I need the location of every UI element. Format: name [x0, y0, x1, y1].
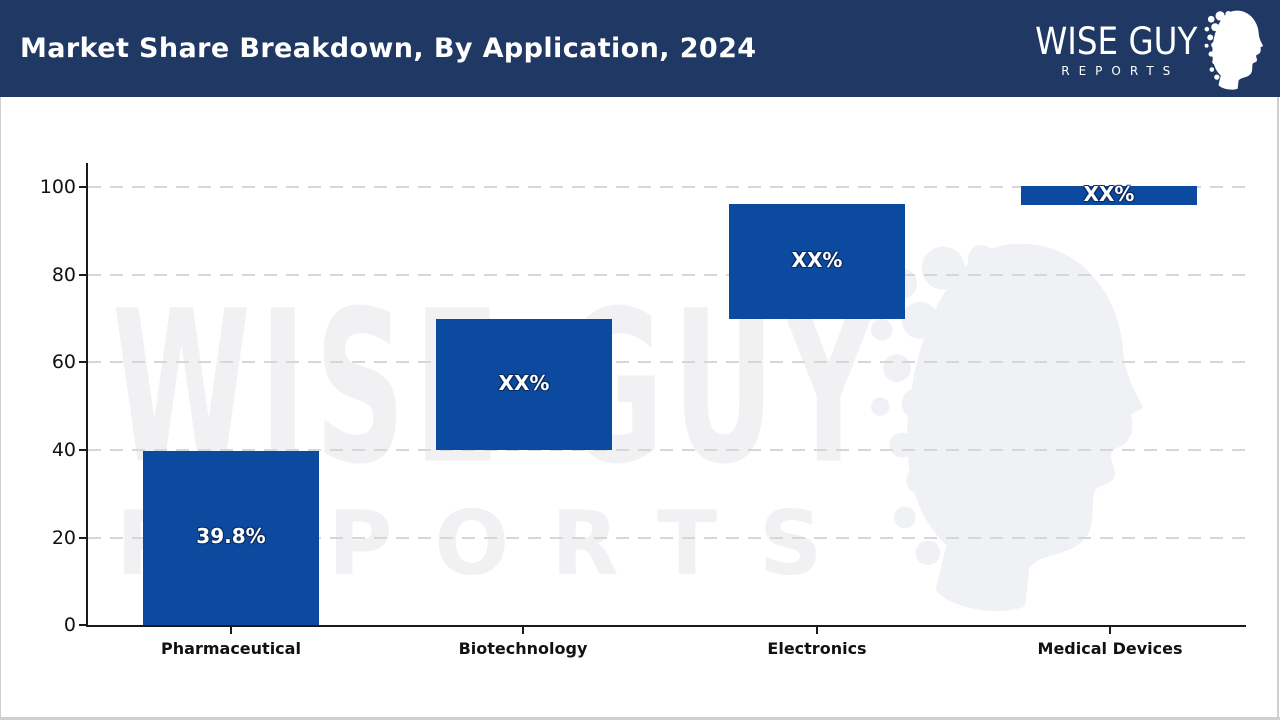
- logo-text: WISE GUY REPORTS: [1024, 20, 1208, 78]
- figure-border-right: [1277, 97, 1279, 720]
- bar-value-label: XX%: [498, 371, 550, 395]
- y-axis-line: [86, 163, 88, 627]
- y-tick-mark: [79, 624, 87, 626]
- y-tick-label: 40: [51, 439, 76, 461]
- category-label-medical-devices: Medical Devices: [1037, 639, 1183, 658]
- gridline-80: [88, 274, 1246, 276]
- logo-wordmark: WISE GUY: [1034, 20, 1197, 63]
- y-tick-label: 80: [51, 264, 76, 286]
- gridline-40: [88, 449, 1246, 451]
- bar-pharmaceutical: [143, 451, 319, 625]
- gridline-60: [88, 361, 1246, 363]
- y-tick-mark: [79, 361, 87, 363]
- category-label-biotechnology: Biotechnology: [458, 639, 588, 658]
- bar-value-label: 39.8%: [196, 524, 266, 548]
- y-tick-mark: [79, 274, 87, 276]
- y-tick-label: 100: [39, 176, 76, 198]
- bar-value-label: XX%: [791, 248, 843, 272]
- y-tick-mark: [79, 537, 87, 539]
- gridline-100: [88, 186, 1246, 188]
- y-tick-label: 60: [51, 351, 76, 373]
- x-tick-mark: [816, 627, 818, 634]
- x-tick-mark: [230, 627, 232, 634]
- y-tick-mark: [79, 449, 87, 451]
- category-label-electronics: Electronics: [767, 639, 867, 658]
- y-tick-label: 20: [51, 527, 76, 549]
- figure-border-bottom: [0, 717, 1280, 720]
- bar-biotechnology: [436, 319, 612, 450]
- bar-value-label: XX%: [1083, 182, 1135, 206]
- figure-border-left: [0, 97, 1, 720]
- y-tick-mark: [79, 186, 87, 188]
- x-axis-line: [86, 625, 1246, 627]
- y-tick-label: 0: [63, 614, 76, 636]
- chart-title: Market Share Breakdown, By Application, …: [20, 33, 757, 64]
- gridline-20: [88, 537, 1246, 539]
- wise-guy-logo: WISE GUY REPORTS: [1024, 4, 1272, 94]
- x-tick-mark: [1109, 627, 1111, 634]
- header-bar: Market Share Breakdown, By Application, …: [0, 0, 1280, 97]
- logo-head-icon: [1204, 10, 1264, 90]
- logo-subtext: REPORTS: [1061, 64, 1180, 78]
- category-label-pharmaceutical: Pharmaceutical: [161, 639, 301, 658]
- x-tick-mark: [522, 627, 524, 634]
- bar-electronics: [729, 204, 905, 319]
- bar-medical-devices: [1021, 186, 1197, 205]
